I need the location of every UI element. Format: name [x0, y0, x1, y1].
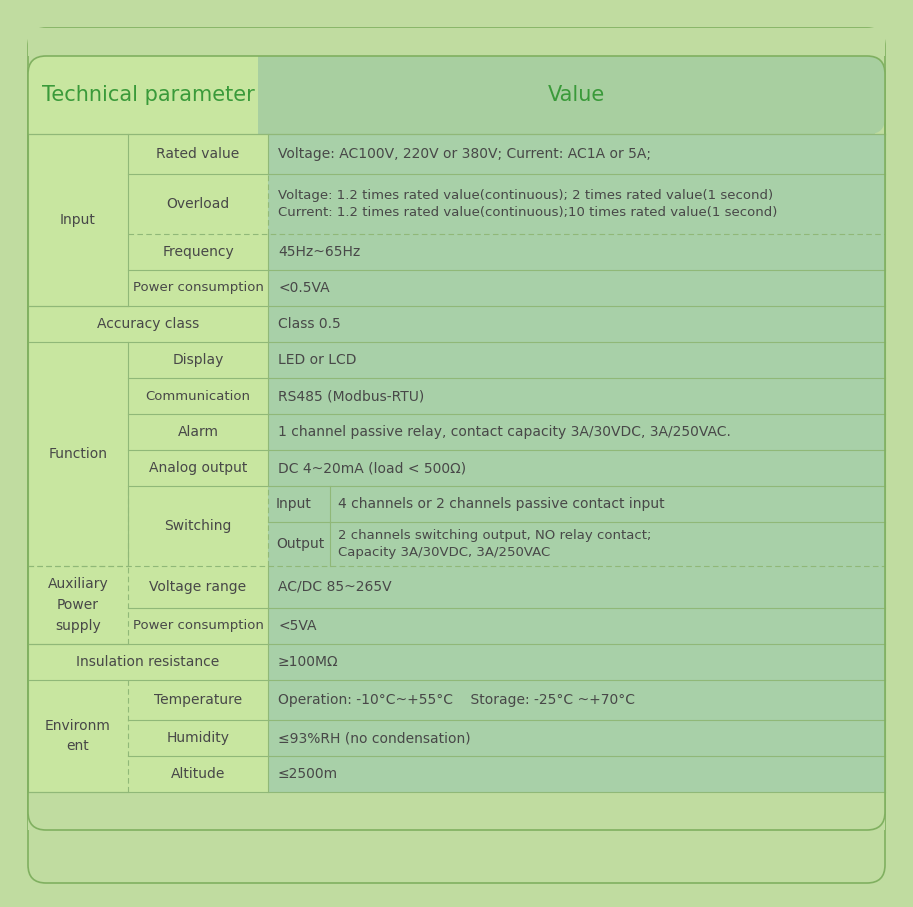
Bar — [268, 608, 885, 644]
Bar — [268, 378, 885, 414]
Bar — [28, 306, 268, 342]
Bar — [28, 644, 268, 680]
Bar — [128, 756, 268, 792]
Bar — [268, 134, 885, 174]
Bar — [128, 270, 268, 306]
Bar — [128, 608, 268, 644]
FancyBboxPatch shape — [28, 28, 885, 883]
Text: 1 channel passive relay, contact capacity 3A/30VDC, 3A/250VAC.: 1 channel passive relay, contact capacit… — [278, 425, 731, 439]
Text: Input: Input — [276, 497, 312, 511]
Text: Temperature: Temperature — [154, 693, 242, 707]
Text: DC 4~20mA (load < 500Ω): DC 4~20mA (load < 500Ω) — [278, 461, 467, 475]
Text: Value: Value — [548, 85, 605, 105]
Bar — [128, 174, 268, 234]
Bar — [268, 342, 885, 378]
Bar — [128, 566, 268, 608]
Bar — [268, 486, 885, 522]
Text: Rated value: Rated value — [156, 147, 239, 161]
Text: Insulation resistance: Insulation resistance — [77, 655, 220, 669]
Text: Operation: -10°C~+55°C    Storage: -25°C ~+70°C: Operation: -10°C~+55°C Storage: -25°C ~+… — [278, 693, 635, 707]
Bar — [258, 56, 278, 134]
Bar — [128, 378, 268, 414]
Bar — [128, 486, 268, 566]
Text: LED or LCD: LED or LCD — [278, 353, 356, 367]
Text: Overload: Overload — [166, 197, 230, 211]
Text: Power consumption: Power consumption — [132, 619, 264, 632]
Bar — [28, 95, 268, 134]
Bar — [268, 270, 885, 306]
Bar — [128, 450, 268, 486]
Text: ≤93%RH (no condensation): ≤93%RH (no condensation) — [278, 731, 470, 745]
Text: Communication: Communication — [145, 389, 250, 403]
Text: Power consumption: Power consumption — [132, 281, 264, 295]
Bar — [28, 342, 128, 566]
Bar — [268, 450, 885, 486]
Bar — [268, 720, 885, 756]
Text: Accuracy class: Accuracy class — [97, 317, 199, 331]
Text: Humidity: Humidity — [166, 731, 229, 745]
Text: ≤2500m: ≤2500m — [278, 767, 338, 781]
Text: Switching: Switching — [164, 519, 232, 533]
FancyBboxPatch shape — [258, 56, 885, 134]
Bar — [268, 306, 885, 342]
Bar — [128, 720, 268, 756]
Bar — [268, 756, 885, 792]
Bar — [258, 95, 875, 134]
Text: <5VA: <5VA — [278, 619, 317, 633]
Text: AC/DC 85~265V: AC/DC 85~265V — [278, 580, 392, 594]
Text: 2 channels switching output, NO relay contact;
Capacity 3A/30VDC, 3A/250VAC: 2 channels switching output, NO relay co… — [338, 529, 651, 559]
Bar — [268, 680, 885, 720]
Bar — [268, 522, 885, 566]
Text: Technical parameter: Technical parameter — [42, 85, 255, 105]
Text: Output: Output — [276, 537, 324, 551]
Text: <0.5VA: <0.5VA — [278, 281, 330, 295]
Text: 45Hz~65Hz: 45Hz~65Hz — [278, 245, 361, 259]
Text: Function: Function — [48, 447, 108, 461]
Bar — [28, 792, 885, 830]
Bar — [268, 414, 885, 450]
Bar — [128, 234, 268, 270]
Text: Voltage: AC100V, 220V or 380V; Current: AC1A or 5A;: Voltage: AC100V, 220V or 380V; Current: … — [278, 147, 651, 161]
Text: Environm
ent: Environm ent — [45, 718, 111, 754]
Text: Analog output: Analog output — [149, 461, 247, 475]
Text: Voltage range: Voltage range — [150, 580, 247, 594]
Text: Display: Display — [173, 353, 224, 367]
Bar — [28, 134, 128, 306]
Bar — [28, 28, 885, 56]
Text: Alarm: Alarm — [177, 425, 218, 439]
Bar — [128, 342, 268, 378]
Text: RS485 (Modbus-RTU): RS485 (Modbus-RTU) — [278, 389, 425, 403]
Text: Frequency: Frequency — [163, 245, 234, 259]
Bar — [268, 174, 885, 234]
Bar — [268, 234, 885, 270]
Text: Altitude: Altitude — [171, 767, 226, 781]
Text: Class 0.5: Class 0.5 — [278, 317, 341, 331]
Text: ≥100MΩ: ≥100MΩ — [278, 655, 339, 669]
Text: Voltage: 1.2 times rated value(continuous); 2 times rated value(1 second)
Curren: Voltage: 1.2 times rated value(continuou… — [278, 189, 777, 219]
Bar — [38, 56, 268, 134]
Bar — [128, 134, 268, 174]
Bar — [128, 680, 268, 720]
Bar — [268, 566, 885, 608]
Bar — [28, 566, 128, 644]
Bar — [28, 680, 128, 792]
Text: 4 channels or 2 channels passive contact input: 4 channels or 2 channels passive contact… — [338, 497, 665, 511]
FancyBboxPatch shape — [28, 56, 268, 134]
Bar — [128, 414, 268, 450]
Text: Input: Input — [60, 213, 96, 227]
Bar — [268, 644, 885, 680]
Text: Auxiliary
Power
supply: Auxiliary Power supply — [47, 578, 109, 632]
